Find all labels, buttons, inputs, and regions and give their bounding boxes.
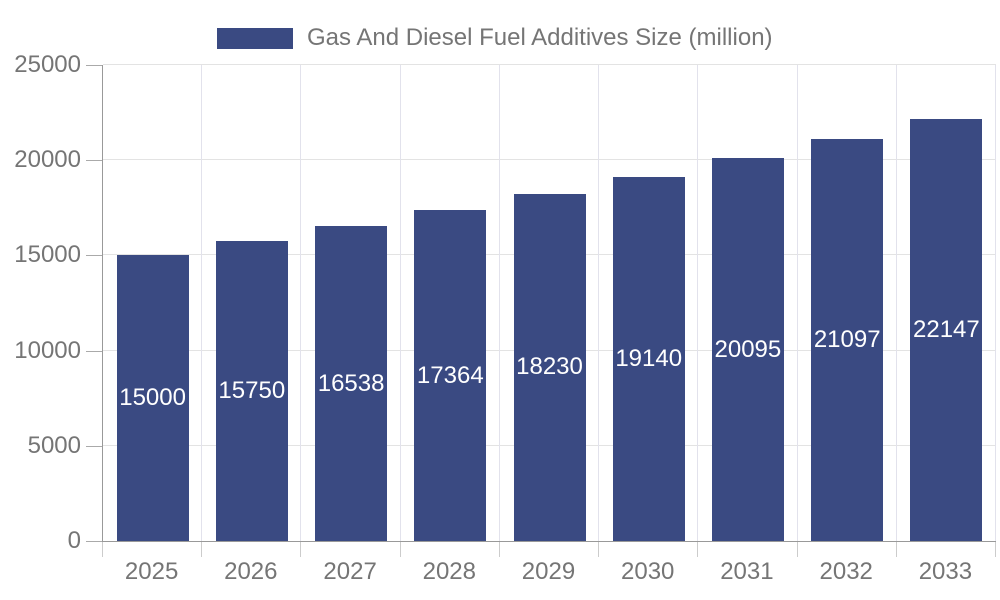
x-tick-label: 2027 xyxy=(323,558,377,585)
x-tick-label: 2031 xyxy=(720,558,774,585)
x-tick-label: 2030 xyxy=(620,558,675,585)
x-tick xyxy=(995,542,996,557)
y-tick-label: 5000 xyxy=(27,431,81,459)
bar[interactable]: 18230 xyxy=(513,193,586,541)
y-tick-label: 0 xyxy=(67,527,81,554)
bar-value-label: 17364 xyxy=(416,361,484,389)
x-tick xyxy=(102,542,103,557)
bar-value-label: 21097 xyxy=(813,326,881,354)
y-tick xyxy=(86,65,102,66)
y-tick xyxy=(86,160,102,162)
bar[interactable]: 22147 xyxy=(910,119,983,541)
h-gridline xyxy=(103,159,996,161)
v-gridline xyxy=(399,65,401,541)
bar[interactable]: 16538 xyxy=(315,226,388,541)
bar-value-label: 18230 xyxy=(516,353,583,381)
x-tick-label: 2028 xyxy=(422,558,476,585)
bar-value-label: 22147 xyxy=(913,316,980,344)
v-gridline xyxy=(201,65,203,541)
v-gridline xyxy=(697,65,699,541)
y-tick-label: 20000 xyxy=(14,146,81,174)
x-tick-label: 2032 xyxy=(819,558,873,585)
x-tick xyxy=(796,542,798,557)
bar-value-label: 15750 xyxy=(218,377,286,405)
y-tick xyxy=(86,541,102,542)
y-tick-label: 15000 xyxy=(14,241,81,269)
v-gridline xyxy=(895,65,897,541)
bar-value-label: 20095 xyxy=(714,335,782,363)
bar[interactable]: 20095 xyxy=(711,158,784,541)
x-tick-label: 2025 xyxy=(124,558,179,585)
bar[interactable]: 21097 xyxy=(811,139,884,541)
legend-item[interactable]: Gas And Diesel Fuel Additives Size (mill… xyxy=(217,24,773,52)
bar[interactable]: 15000 xyxy=(116,255,189,541)
x-tick-label: 2029 xyxy=(521,558,576,585)
y-tick xyxy=(86,255,102,257)
x-tick xyxy=(201,542,203,557)
legend-label: Gas And Diesel Fuel Additives Size (mill… xyxy=(307,24,773,51)
bar-value-label: 19140 xyxy=(615,344,683,372)
bar-value-label: 16538 xyxy=(317,369,385,397)
bar[interactable]: 17364 xyxy=(414,210,487,541)
y-tick xyxy=(86,445,102,447)
bar[interactable]: 15750 xyxy=(215,241,288,541)
y-tick-label: 10000 xyxy=(14,336,81,364)
x-tick-label: 2026 xyxy=(224,558,278,585)
h-gridline xyxy=(103,64,996,65)
y-tick-label: 25000 xyxy=(14,51,81,78)
x-tick xyxy=(598,542,600,557)
x-tick xyxy=(300,542,302,557)
bar-value-label: 15000 xyxy=(119,384,186,412)
bar[interactable]: 19140 xyxy=(612,176,685,541)
v-gridline xyxy=(498,65,500,541)
y-tick xyxy=(86,350,102,352)
x-tick-label: 2033 xyxy=(918,558,973,585)
v-gridline xyxy=(995,65,996,541)
x-tick xyxy=(697,542,699,557)
legend-swatch xyxy=(217,27,293,49)
v-gridline xyxy=(796,65,798,541)
x-tick xyxy=(399,542,401,557)
plot-area: 15000 15750 16538 17364 18230 19140 20095 21097… xyxy=(102,64,996,542)
x-tick xyxy=(498,542,500,557)
v-gridline xyxy=(300,65,302,541)
x-tick xyxy=(895,542,897,557)
v-gridline xyxy=(598,65,600,541)
